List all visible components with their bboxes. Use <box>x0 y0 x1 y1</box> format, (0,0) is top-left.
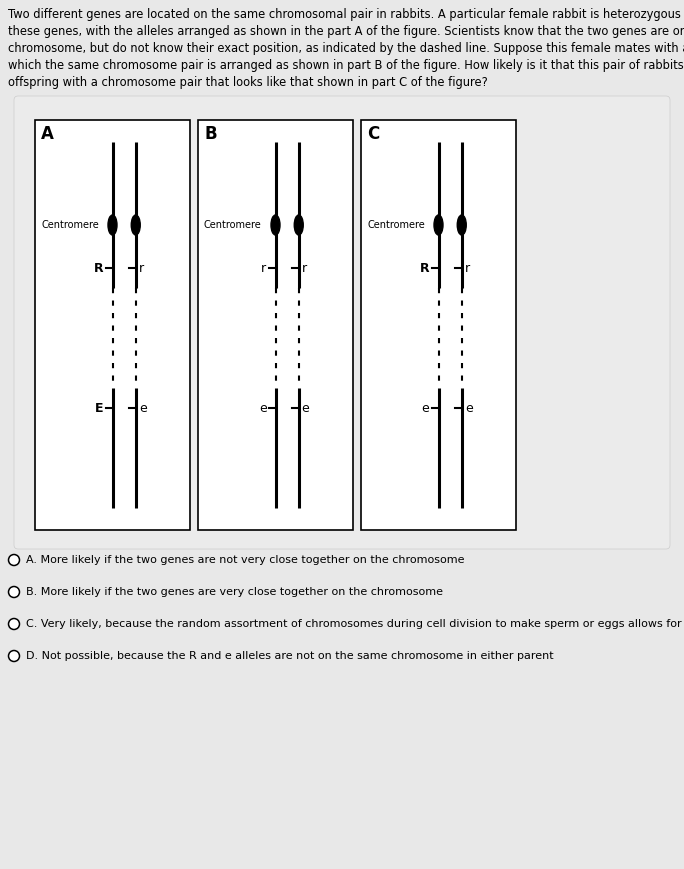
Text: D. Not possible, because the R and e alleles are not on the same chromosome in e: D. Not possible, because the R and e all… <box>26 651 553 661</box>
Ellipse shape <box>457 215 466 235</box>
Circle shape <box>8 619 20 629</box>
Text: e: e <box>422 401 430 415</box>
Text: A. More likely if the two genes are not very close together on the chromosome: A. More likely if the two genes are not … <box>26 555 464 565</box>
Text: chromosome, but do not know their exact position, as indicated by the dashed lin: chromosome, but do not know their exact … <box>8 42 684 55</box>
Text: Centromere: Centromere <box>41 220 98 230</box>
Text: E: E <box>95 401 103 415</box>
Ellipse shape <box>434 215 443 235</box>
Text: e: e <box>139 401 146 415</box>
Text: r: r <box>261 262 267 275</box>
Circle shape <box>8 554 20 566</box>
Text: Centromere: Centromere <box>367 220 425 230</box>
Ellipse shape <box>131 215 140 235</box>
Ellipse shape <box>294 215 303 235</box>
Circle shape <box>8 651 20 661</box>
FancyBboxPatch shape <box>361 120 516 530</box>
Text: B: B <box>204 125 217 143</box>
Text: which the same chromosome pair is arranged as shown in part B of the figure. How: which the same chromosome pair is arrang… <box>8 59 684 72</box>
Text: e: e <box>302 401 309 415</box>
Text: e: e <box>259 401 267 415</box>
Ellipse shape <box>108 215 117 235</box>
Text: r: r <box>464 262 470 275</box>
Text: these genes, with the alleles arranged as shown in the part A of the figure. Sci: these genes, with the alleles arranged a… <box>8 25 684 38</box>
Text: r: r <box>302 262 307 275</box>
Text: R: R <box>420 262 430 275</box>
Text: r: r <box>139 262 144 275</box>
FancyBboxPatch shape <box>198 120 353 530</box>
Text: Centromere: Centromere <box>204 220 262 230</box>
Ellipse shape <box>271 215 280 235</box>
Text: offspring with a chromosome pair that looks like that shown in part C of the fig: offspring with a chromosome pair that lo… <box>8 76 488 89</box>
Text: C: C <box>367 125 379 143</box>
Circle shape <box>8 587 20 598</box>
Text: R: R <box>94 262 103 275</box>
Text: B. More likely if the two genes are very close together on the chromosome: B. More likely if the two genes are very… <box>26 587 443 597</box>
Text: Two different genes are located on the same chromosomal pair in rabbits. A parti: Two different genes are located on the s… <box>8 8 684 21</box>
Text: e: e <box>464 401 473 415</box>
Text: C. Very likely, because the random assortment of chromosomes during cell divisio: C. Very likely, because the random assor… <box>26 619 684 629</box>
FancyBboxPatch shape <box>35 120 190 530</box>
Text: A: A <box>41 125 54 143</box>
FancyBboxPatch shape <box>14 96 670 549</box>
